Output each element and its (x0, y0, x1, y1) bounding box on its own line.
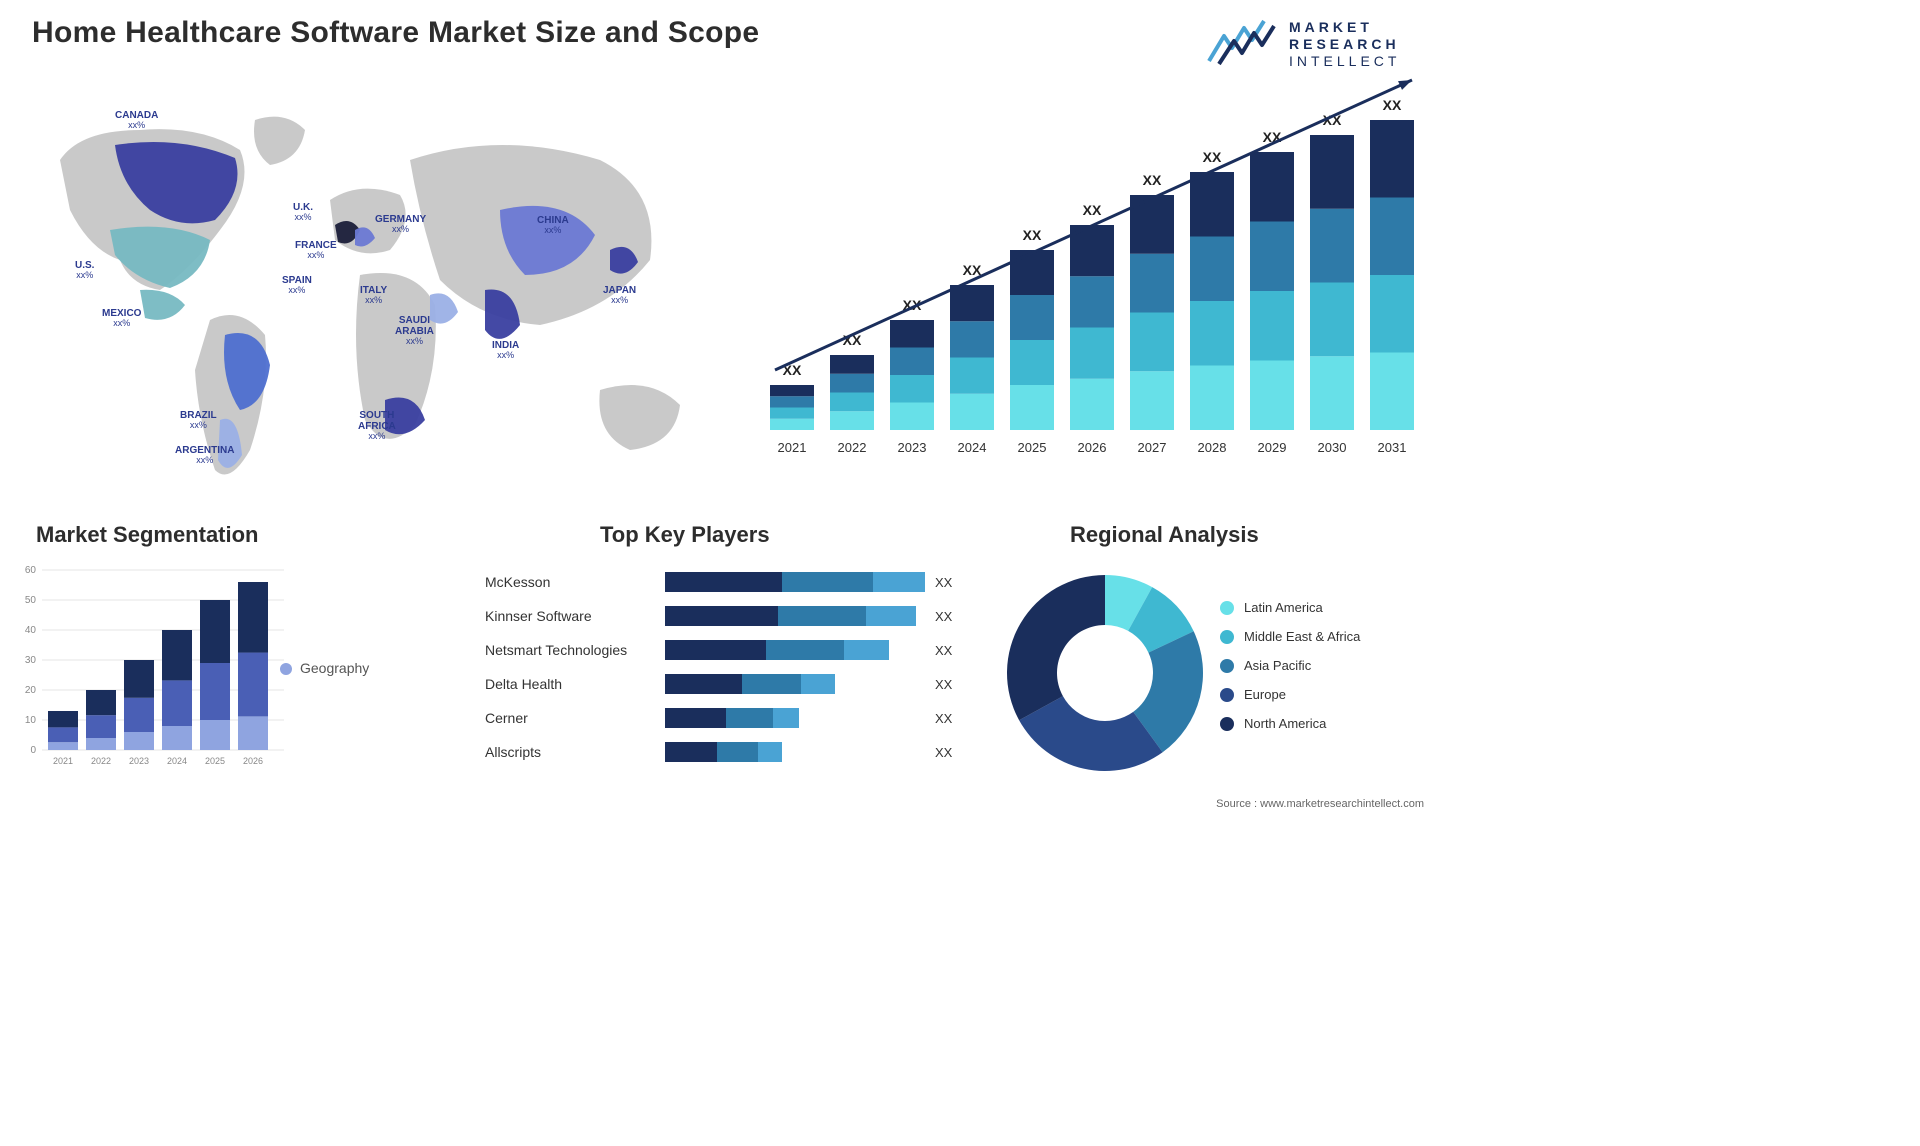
legend-label: Middle East & Africa (1244, 629, 1360, 644)
player-bar (665, 640, 925, 660)
map-label-saudi-arabia: SAUDIARABIAxx% (395, 315, 434, 347)
legend-swatch (1220, 630, 1234, 644)
player-bar (665, 606, 925, 626)
svg-text:2028: 2028 (1198, 440, 1227, 455)
donut-legend-item: North America (1220, 716, 1360, 731)
legend-label: Europe (1244, 687, 1286, 702)
player-name: McKesson (485, 574, 665, 590)
player-value: XX (935, 711, 975, 726)
player-value: XX (935, 745, 975, 760)
svg-text:MARKET: MARKET (1289, 19, 1373, 35)
player-value: XX (935, 575, 975, 590)
player-bar (665, 674, 925, 694)
regional-donut: Latin America Middle East & Africa Asia Pa… (1000, 560, 1430, 785)
svg-text:2030: 2030 (1318, 440, 1347, 455)
player-row: Netsmart Technologies XX (485, 633, 985, 667)
player-row: Allscripts XX (485, 735, 985, 769)
regional-heading: Regional Analysis (1070, 522, 1259, 548)
svg-text:2029: 2029 (1258, 440, 1287, 455)
brand-logo: MARKETRESEARCHINTELLECT (1204, 16, 1424, 76)
map-label-spain: SPAINxx% (282, 275, 312, 296)
svg-text:2031: 2031 (1378, 440, 1407, 455)
player-bar (665, 572, 925, 592)
player-name: Delta Health (485, 676, 665, 692)
legend-label: North America (1244, 716, 1326, 731)
player-row: Cerner XX (485, 701, 985, 735)
svg-text:2023: 2023 (129, 756, 149, 766)
donut-legend-item: Middle East & Africa (1220, 629, 1360, 644)
page-title: Home Healthcare Software Market Size and… (32, 16, 759, 50)
svg-text:2027: 2027 (1138, 440, 1167, 455)
map-label-u-s-: U.S.xx% (75, 260, 94, 281)
player-value: XX (935, 677, 975, 692)
map-label-india: INDIAxx% (492, 340, 519, 361)
source-text: Source : www.marketresearchintellect.com (1216, 798, 1424, 810)
legend-label: Latin America (1244, 600, 1323, 615)
map-label-france: FRANCExx% (295, 240, 337, 261)
svg-text:XX: XX (1143, 172, 1162, 188)
legend-swatch (1220, 717, 1234, 731)
legend-label: Asia Pacific (1244, 658, 1311, 673)
svg-text:40: 40 (25, 625, 37, 636)
player-row: Kinnser Software XX (485, 599, 985, 633)
svg-text:2021: 2021 (778, 440, 807, 455)
svg-text:XX: XX (1083, 202, 1102, 218)
map-label-germany: GERMANYxx% (375, 214, 426, 235)
segmentation-heading: Market Segmentation (36, 522, 259, 548)
player-name: Kinnser Software (485, 608, 665, 624)
world-map: CANADAxx% U.S.xx% MEXICOxx% BRAZILxx% ARGENT… (20, 90, 720, 490)
map-label-italy: ITALYxx% (360, 285, 387, 306)
forecast-chart: XX2021XX2022XX2023XX2024XX2025XX2026XX20… (760, 100, 1420, 470)
svg-text:10: 10 (25, 715, 37, 726)
svg-text:RESEARCH: RESEARCH (1289, 36, 1400, 52)
map-label-canada: CANADAxx% (115, 110, 158, 131)
map-label-south-africa: SOUTHAFRICAxx% (358, 410, 396, 442)
map-label-china: CHINAxx% (537, 215, 569, 236)
svg-text:2026: 2026 (1078, 440, 1107, 455)
svg-text:XX: XX (1203, 149, 1222, 165)
map-label-argentina: ARGENTINAxx% (175, 445, 234, 466)
player-value: XX (935, 609, 975, 624)
svg-text:2025: 2025 (205, 756, 225, 766)
player-row: Delta Health XX (485, 667, 985, 701)
segmentation-legend-label: Geography (300, 660, 369, 676)
segmentation-chart: 0 10 20 30 40 50 60 2021 2022 2023 2024 2025 2026 (20, 560, 475, 790)
map-label-brazil: BRAZILxx% (180, 410, 217, 431)
donut-legend-item: Europe (1220, 687, 1360, 702)
svg-text:60: 60 (25, 565, 37, 576)
svg-text:50: 50 (25, 595, 37, 606)
svg-text:0: 0 (30, 745, 36, 756)
svg-text:XX: XX (1383, 97, 1402, 113)
player-name: Cerner (485, 710, 665, 726)
map-label-mexico: MEXICOxx% (102, 308, 141, 329)
svg-text:2025: 2025 (1018, 440, 1047, 455)
donut-legend-item: Latin America (1220, 600, 1360, 615)
svg-text:2023: 2023 (898, 440, 927, 455)
svg-text:XX: XX (1023, 227, 1042, 243)
player-bar (665, 742, 925, 762)
player-bar (665, 708, 925, 728)
svg-text:2021: 2021 (53, 756, 73, 766)
player-row: McKesson XX (485, 565, 985, 599)
svg-text:2022: 2022 (91, 756, 111, 766)
svg-text:2022: 2022 (838, 440, 867, 455)
map-label-japan: JAPANxx% (603, 285, 636, 306)
players-chart: McKessonXXKinnser SoftwareXXNetsmart Tec… (485, 565, 985, 790)
player-value: XX (935, 643, 975, 658)
svg-text:2024: 2024 (958, 440, 987, 455)
player-name: Netsmart Technologies (485, 642, 665, 658)
segmentation-legend: Geography (280, 660, 369, 676)
svg-text:20: 20 (25, 685, 37, 696)
svg-text:2024: 2024 (167, 756, 187, 766)
svg-text:30: 30 (25, 655, 37, 666)
donut-legend-item: Asia Pacific (1220, 658, 1360, 673)
player-name: Allscripts (485, 744, 665, 760)
svg-text:INTELLECT: INTELLECT (1289, 53, 1400, 69)
players-heading: Top Key Players (600, 522, 770, 548)
legend-swatch (1220, 659, 1234, 673)
svg-text:2026: 2026 (243, 756, 263, 766)
map-label-u-k-: U.K.xx% (293, 202, 313, 223)
legend-swatch (1220, 601, 1234, 615)
legend-swatch (1220, 688, 1234, 702)
